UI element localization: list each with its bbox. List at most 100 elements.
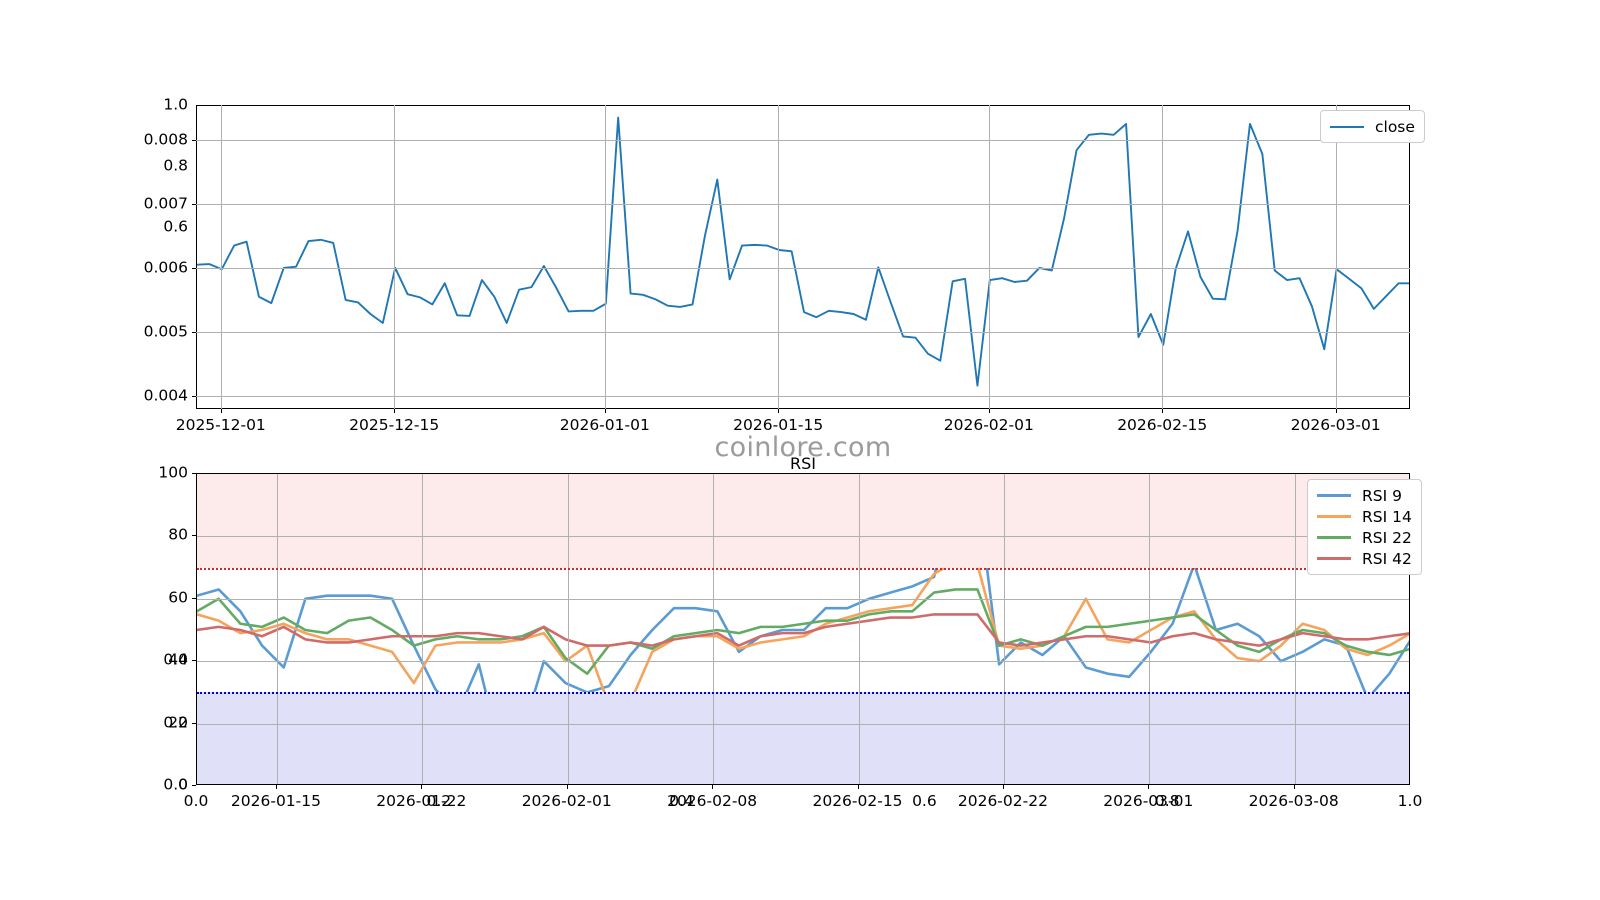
rsi-lines-svg bbox=[197, 485, 1409, 753]
price-chart-axes bbox=[196, 105, 1410, 409]
rsi-y-tick-label-secondary: 0.4 bbox=[163, 650, 188, 669]
price-gridline-v bbox=[221, 105, 222, 409]
price-x-tickmark bbox=[1336, 409, 1337, 413]
price-gridline-h bbox=[196, 204, 1410, 205]
rsi-x-tickmark bbox=[1148, 785, 1149, 789]
rsi-y-tickmark bbox=[192, 660, 196, 661]
price-y-tick-label: 0.004 bbox=[143, 386, 188, 405]
rsi-gridline-h bbox=[197, 599, 1409, 600]
price-x-tick-label: 2026-01-15 bbox=[733, 416, 824, 434]
rsi-gridline-h bbox=[197, 661, 1409, 662]
rsi-y-tick-label-secondary: 0.2 bbox=[163, 712, 188, 731]
rsi-x-tick-label: 2026-01-22 bbox=[376, 792, 467, 810]
price-gridline-h bbox=[196, 332, 1410, 333]
rsi-y-tick-label: 60 bbox=[168, 588, 188, 607]
legend-label: RSI 22 bbox=[1362, 528, 1412, 547]
rsi-gridline-v bbox=[422, 474, 423, 784]
price-x-tickmark bbox=[394, 409, 395, 413]
legend-item[interactable]: RSI 9 bbox=[1317, 485, 1412, 506]
rsi-gridline-v bbox=[1004, 474, 1005, 784]
price-y-tickmark bbox=[192, 140, 196, 141]
price-x-tick-label: 2025-12-15 bbox=[349, 416, 440, 434]
rsi-x-tickmark bbox=[1003, 785, 1004, 789]
rsi-chart-title: RSI bbox=[790, 454, 816, 473]
price-y-tick-label-secondary: 0.6 bbox=[163, 216, 188, 235]
price-y-tickmark bbox=[192, 396, 196, 397]
rsi-x-tick-label-secondary: 0.6 bbox=[912, 792, 937, 810]
price-y-tick-label: 0.008 bbox=[143, 130, 188, 149]
legend-swatch bbox=[1317, 536, 1351, 539]
rsi-x-tickmark bbox=[858, 785, 859, 789]
price-gridline-h bbox=[196, 268, 1410, 269]
rsi-y-tick-label-secondary: 0.0 bbox=[163, 775, 188, 794]
price-line-svg bbox=[197, 116, 1409, 387]
price-gridline-v bbox=[989, 105, 990, 409]
oversold-band bbox=[197, 692, 1409, 784]
legend-label: RSI 9 bbox=[1362, 486, 1402, 505]
price-legend[interactable]: close bbox=[1320, 110, 1425, 143]
rsi-gridline-v bbox=[1295, 474, 1296, 784]
price-x-tick-label: 2026-03-01 bbox=[1290, 416, 1381, 434]
rsi-x-tick-label: 2026-02-22 bbox=[957, 792, 1048, 810]
rsi-y-tick-label: 40 bbox=[168, 650, 188, 669]
legend-item[interactable]: RSI 22 bbox=[1317, 527, 1412, 548]
rsi-y-tick-label: 100 bbox=[158, 463, 188, 482]
rsi-x-tick-label: 2026-03-08 bbox=[1248, 792, 1339, 810]
price-plot-area bbox=[197, 106, 1409, 408]
legend-item[interactable]: close bbox=[1330, 116, 1415, 137]
rsi-x-tick-label-secondary: 0.0 bbox=[183, 792, 209, 810]
price-y-tickmark bbox=[192, 268, 196, 269]
rsi-legend[interactable]: RSI 9 RSI 14 RSI 22 RSI 42 bbox=[1307, 479, 1422, 575]
rsi-x-tickmark bbox=[276, 785, 277, 789]
rsi-x-tick-label: 2026-02-08 bbox=[667, 792, 758, 810]
legend-label: RSI 42 bbox=[1362, 549, 1412, 568]
rsi-gridline-v bbox=[568, 474, 569, 784]
price-gridline-v bbox=[605, 105, 606, 409]
oversold-threshold-line bbox=[197, 692, 1409, 695]
overbought-band bbox=[197, 474, 1409, 568]
price-gridline-h bbox=[196, 140, 1410, 141]
rsi-x-tick-label-secondary: 0.4 bbox=[669, 792, 694, 810]
price-gridline-v bbox=[394, 105, 395, 409]
rsi-x-tickmark bbox=[421, 785, 422, 789]
rsi-x-tick-label-secondary: 0.2 bbox=[426, 792, 452, 810]
legend-item[interactable]: RSI 14 bbox=[1317, 506, 1412, 527]
rsi-gridline-v bbox=[859, 474, 860, 784]
price-x-tickmark bbox=[1162, 409, 1163, 413]
legend-label: RSI 14 bbox=[1362, 507, 1412, 526]
price-y-tick-label-secondary: 0.8 bbox=[163, 156, 188, 175]
rsi-gridline-v bbox=[713, 474, 714, 784]
price-y-tick-label: 0.005 bbox=[143, 322, 188, 341]
price-gridline-h bbox=[196, 396, 1410, 397]
rsi-gridline-h bbox=[197, 724, 1409, 725]
legend-swatch bbox=[1317, 515, 1351, 518]
rsi-y-tickmark bbox=[192, 473, 196, 474]
price-y-tick-label: 0.007 bbox=[143, 194, 188, 213]
rsi-gridline-v bbox=[1149, 474, 1150, 784]
legend-swatch bbox=[1317, 494, 1351, 497]
price-x-tickmark bbox=[605, 409, 606, 413]
rsi-x-tickmark bbox=[712, 785, 713, 789]
rsi-plot-area bbox=[197, 474, 1409, 784]
price-gridline-v bbox=[1162, 105, 1163, 409]
rsi-x-tick-label: 2026-02-01 bbox=[521, 792, 612, 810]
rsi-y-tickmark bbox=[192, 535, 196, 536]
rsi-x-tickmark bbox=[1294, 785, 1295, 789]
legend-item[interactable]: RSI 42 bbox=[1317, 548, 1412, 569]
price-gridline-v bbox=[778, 105, 779, 409]
rsi-x-tick-label: 2026-01-15 bbox=[230, 792, 321, 810]
rsi-y-tickmark bbox=[192, 598, 196, 599]
price-y-tickmark bbox=[192, 332, 196, 333]
rsi-x-tick-label: 2026-03-01 bbox=[1103, 792, 1194, 810]
legend-label: close bbox=[1375, 117, 1415, 136]
price-x-tick-label: 2026-02-01 bbox=[943, 416, 1034, 434]
rsi-y-tick-label: 20 bbox=[168, 712, 188, 731]
rsi-x-tick-label-secondary: 1.0 bbox=[1397, 792, 1423, 810]
price-x-tickmark bbox=[221, 409, 222, 413]
overbought-threshold-line bbox=[197, 567, 1409, 570]
price-x-tick-label: 2025-12-01 bbox=[175, 416, 266, 434]
price-y-tick-label: 0.006 bbox=[143, 258, 188, 277]
legend-swatch bbox=[1330, 125, 1364, 128]
price-gridline-v bbox=[1336, 105, 1337, 409]
